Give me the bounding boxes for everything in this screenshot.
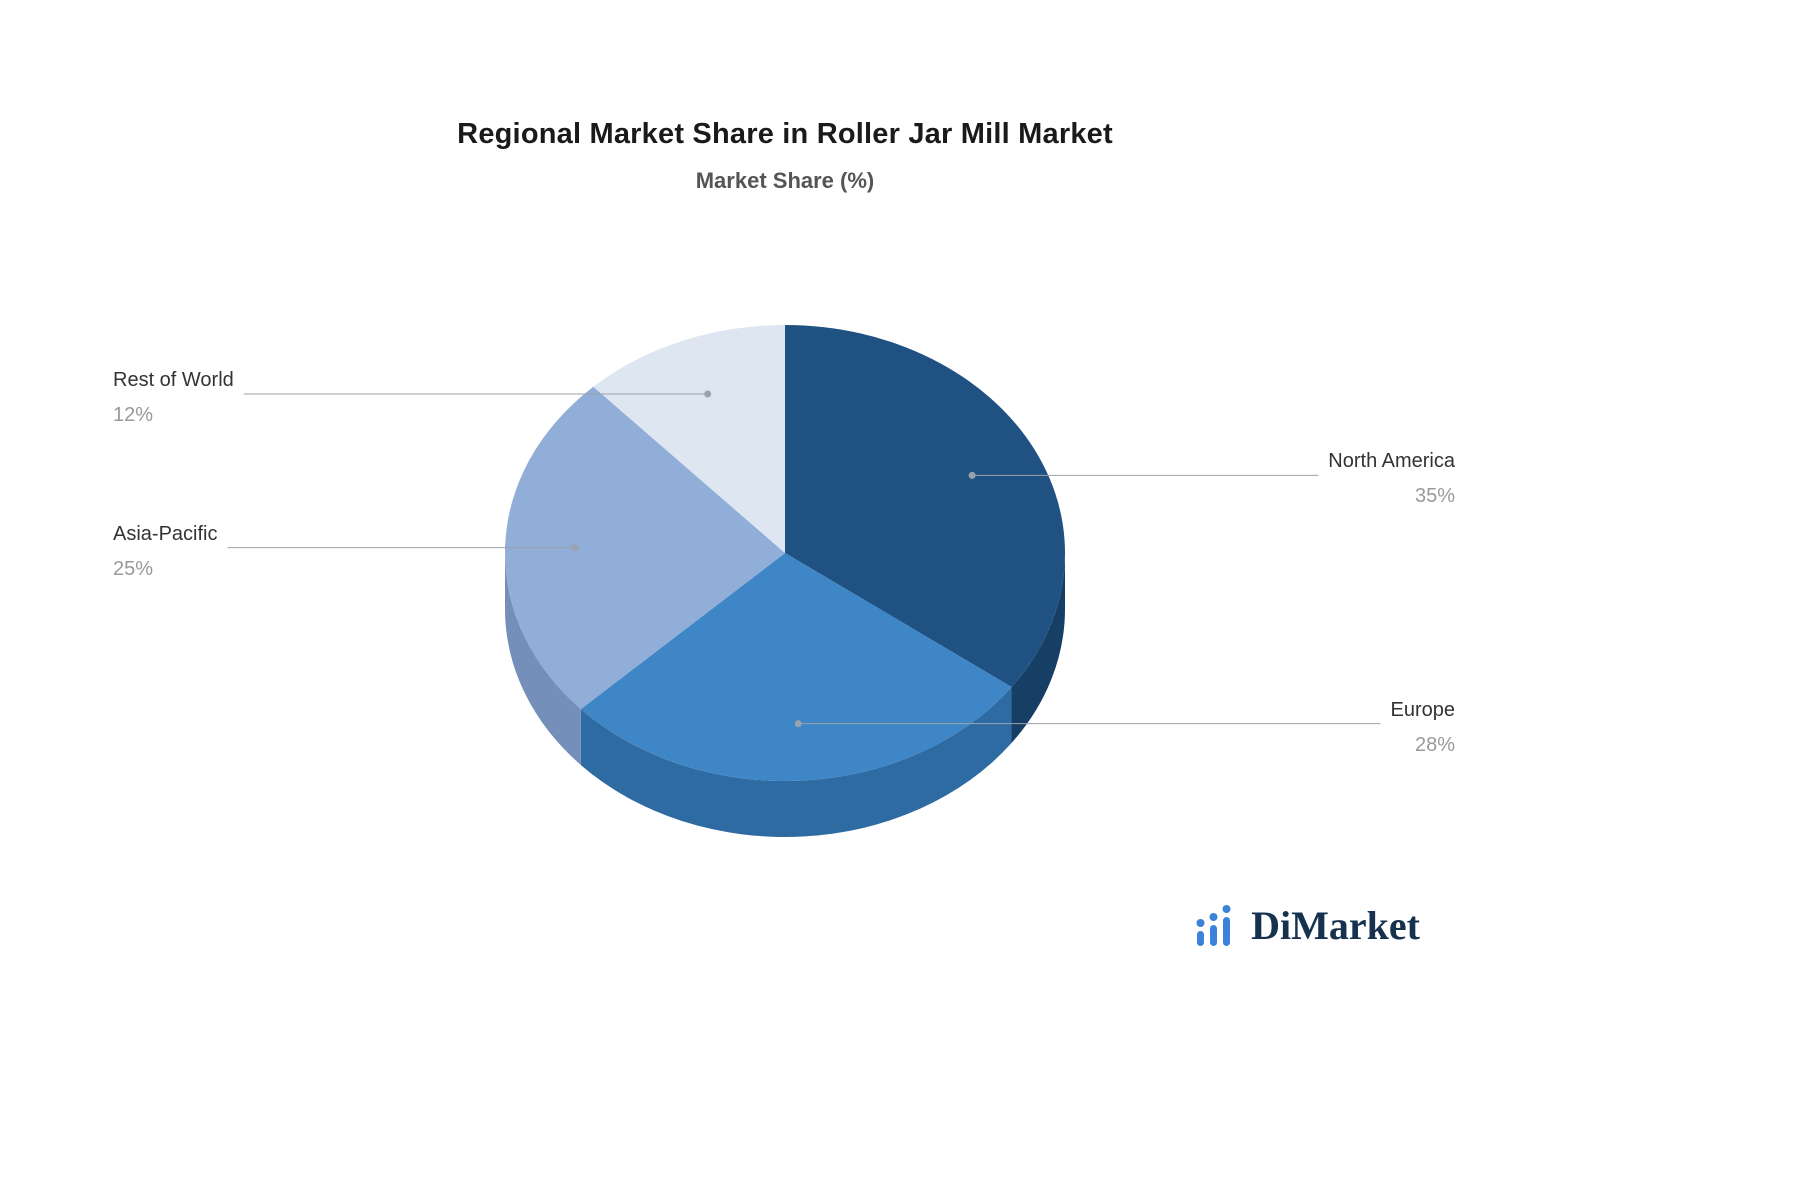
label-anchor-dot [571,544,579,552]
pie-label-name: Asia-Pacific [113,522,218,545]
chart-title: Regional Market Share in Roller Jar Mill… [457,118,1113,150]
pie-label-europe: Europe 28% [1391,697,1456,758]
pie-label-percent: 25% [113,557,154,580]
pie-slice-rest-of-world[interactable] [593,325,785,553]
brand-logo: DiMarket [1193,903,1420,949]
pie-label-asia-pacific: Asia-Pacific 25% [113,521,217,582]
pie-label-rest-of-world: Rest of World 12% [113,367,234,428]
pie-slice-side-asia-pacific [505,553,581,766]
label-anchor-dot [794,720,802,728]
pie-label-name: Rest of World [113,369,234,391]
chart-subtitle: Market Share (%) [695,168,875,193]
pie-slice-side-north-america [1011,553,1065,744]
pie-label-percent: 28% [1414,733,1455,756]
pie-slice-asia-pacific[interactable] [505,386,785,710]
pie-label-name: North America [1328,450,1455,473]
pie-label-north-america: North America 35% [1328,448,1455,509]
pie-slice-north-america[interactable] [785,325,1065,688]
pie-label-percent: 35% [1414,485,1455,508]
pie-label-name: Europe [1390,698,1456,721]
bar-chart-dots-icon [1196,905,1231,946]
pie-slice-side-europe [580,687,1012,837]
label-anchor-dot [704,390,712,398]
pie-label-percent: 12% [113,404,154,426]
label-anchor-dot [968,471,976,479]
brand-name: DiMarket [1251,903,1420,948]
